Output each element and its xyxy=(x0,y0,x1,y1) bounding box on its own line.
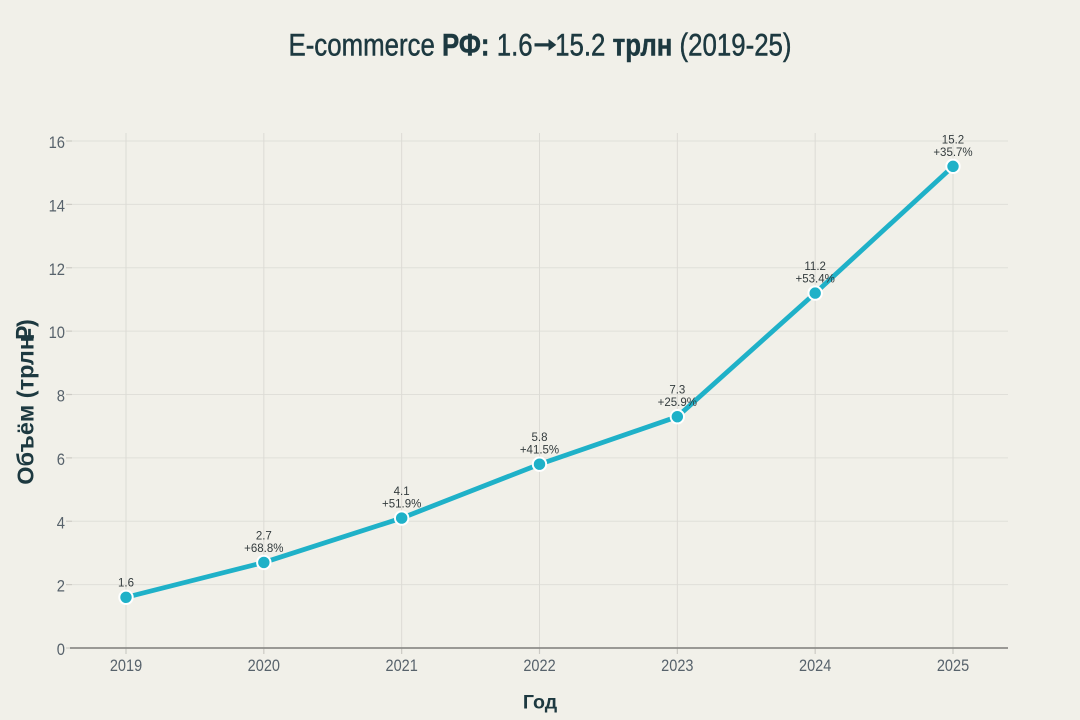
svg-text:5.8: 5.8 xyxy=(532,432,548,444)
svg-text:1.6: 1.6 xyxy=(118,578,134,590)
svg-text:6: 6 xyxy=(57,451,65,469)
svg-text:E-commerce РФ: 1.6→15.2 трлн (: E-commerce РФ: 1.6→15.2 трлн (2019-25) xyxy=(288,28,791,63)
svg-text:+53.4%: +53.4% xyxy=(796,274,835,286)
svg-text:12: 12 xyxy=(49,261,65,279)
svg-text:+35.7%: +35.7% xyxy=(933,147,972,159)
svg-text:2024: 2024 xyxy=(799,657,832,675)
svg-text:8: 8 xyxy=(57,388,65,406)
svg-text:7.3: 7.3 xyxy=(669,385,685,397)
svg-text:2019: 2019 xyxy=(110,657,142,675)
svg-text:10: 10 xyxy=(49,324,66,342)
svg-text:2020: 2020 xyxy=(248,657,281,675)
svg-text:2025: 2025 xyxy=(937,657,969,675)
svg-text:2023: 2023 xyxy=(661,657,693,675)
svg-text:15.2: 15.2 xyxy=(942,134,964,146)
svg-text:16: 16 xyxy=(49,134,66,152)
svg-text:+41.5%: +41.5% xyxy=(520,445,559,457)
svg-text:+51.9%: +51.9% xyxy=(382,499,421,511)
svg-text:4.1: 4.1 xyxy=(394,486,410,498)
svg-text:14: 14 xyxy=(49,198,66,216)
svg-text:2.7: 2.7 xyxy=(256,530,272,542)
svg-text:+68.8%: +68.8% xyxy=(244,543,283,555)
svg-text:2022: 2022 xyxy=(523,657,555,675)
svg-text:2: 2 xyxy=(57,578,65,596)
svg-text:0: 0 xyxy=(57,641,65,659)
svg-text:+25.9%: +25.9% xyxy=(658,397,697,409)
svg-text:11.2: 11.2 xyxy=(804,261,826,273)
svg-text:2021: 2021 xyxy=(386,657,418,675)
svg-text:4: 4 xyxy=(57,514,65,532)
svg-text:Объём (трлн₽): Объём (трлн₽) xyxy=(13,319,39,485)
svg-text:Год: Год xyxy=(523,691,558,713)
